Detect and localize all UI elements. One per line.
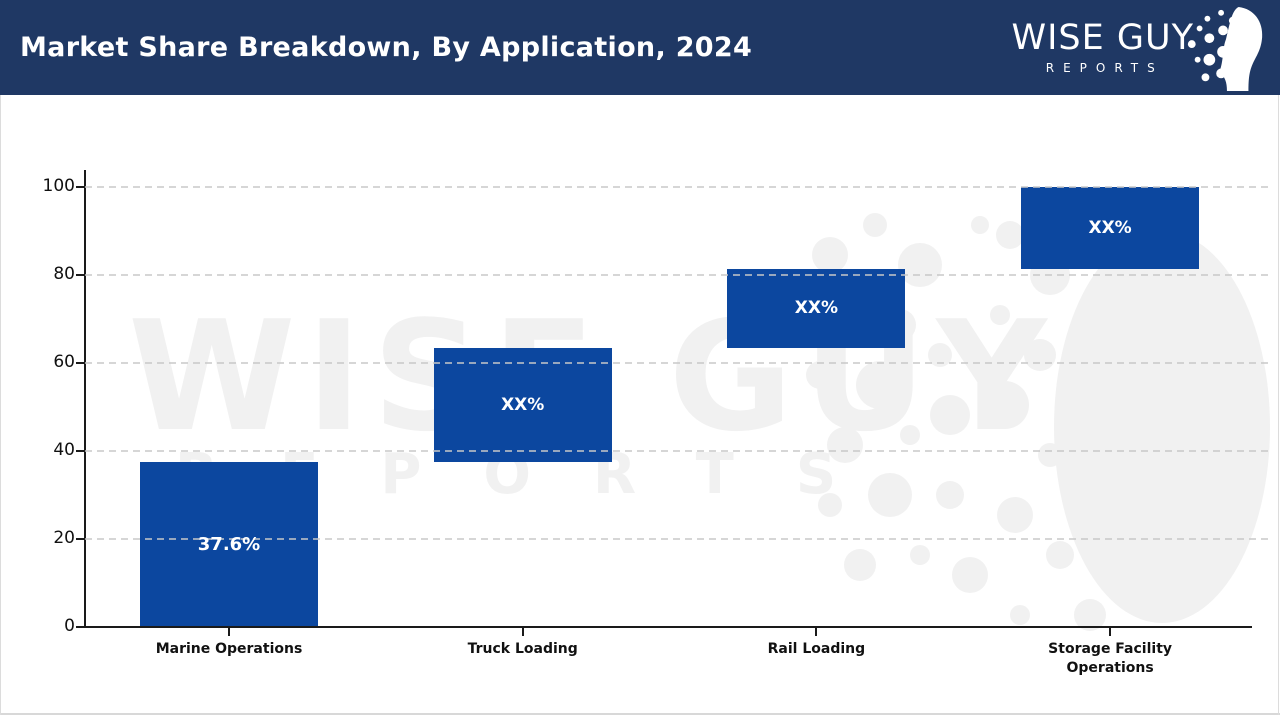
x-tick-label-storage-facility-operations: Storage Facility Operations [1048, 641, 1173, 676]
logo-sub-text: REPORTS [1045, 60, 1164, 75]
bar-rail-loading [727, 268, 906, 348]
y-tick-label: 40 [53, 440, 75, 460]
y-tick [76, 538, 84, 540]
x-tick [228, 628, 230, 636]
x-axis-line [84, 626, 1252, 628]
x-tick [1109, 628, 1112, 636]
x-tick-label-marine-operations: Marine Operations [155, 641, 303, 657]
y-tick-label: 20 [53, 528, 75, 548]
grid-line-80 [85, 274, 1268, 276]
bar-value-label: 37.6% [197, 533, 261, 555]
x-tick [815, 628, 818, 636]
x-tick [521, 628, 524, 636]
y-tick [76, 274, 84, 276]
logo-name-text: WISE GUY [1011, 17, 1194, 58]
y-tick [76, 186, 84, 188]
x-tick-label-rail-loading: Rail Loading [767, 641, 866, 657]
bar-truck-loading [433, 347, 612, 462]
x-tick-label-truck-loading: Truck Loading [467, 641, 578, 657]
bottom-border-line [0, 713, 1280, 715]
grid-line-40 [85, 450, 1268, 452]
y-tick [76, 362, 84, 364]
logo-wordmark: WISE GUY REPORTS [1011, 17, 1194, 75]
left-border-line [0, 95, 1, 715]
y-tick-label: 80 [53, 264, 75, 284]
grid-line-60 [85, 362, 1268, 364]
y-tick [76, 626, 84, 628]
bar-storage-facility-operations [1021, 187, 1200, 269]
brand-logo: WISE GUY REPORTS [1011, 0, 1266, 95]
grid-line-100 [85, 186, 1268, 188]
y-tick-label: 100 [42, 176, 75, 196]
bar-value-label: XX% [1088, 217, 1132, 238]
grid-line-20 [85, 538, 1268, 540]
header: Market Share Breakdown, By Application, … [0, 0, 1280, 95]
y-axis-line [84, 170, 86, 627]
bar-marine-operations [140, 461, 318, 627]
y-tick-label: 0 [64, 616, 75, 636]
bar-value-label: XX% [794, 298, 839, 319]
bar-value-label: XX% [501, 394, 545, 415]
y-tick-label: 60 [53, 352, 75, 372]
right-border-line [1278, 95, 1279, 715]
page-title: Market Share Breakdown, By Application, … [20, 32, 753, 63]
y-tick [76, 450, 84, 452]
logo-face-icon [1187, 6, 1263, 91]
